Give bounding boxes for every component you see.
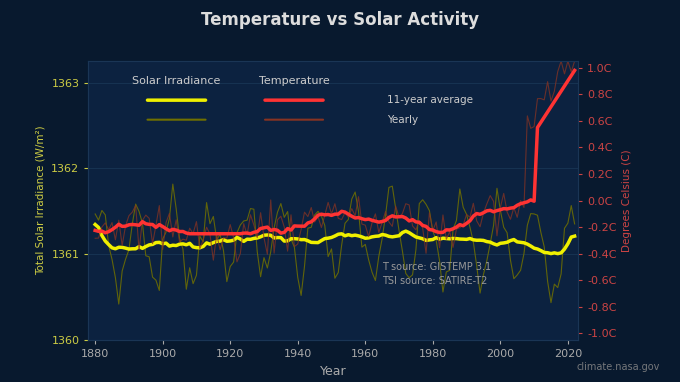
Text: Solar Irradiance: Solar Irradiance	[133, 76, 221, 86]
Text: T source: GISTEMP 3.1
TSI source: SATIRE-T2: T source: GISTEMP 3.1 TSI source: SATIRE…	[382, 262, 491, 286]
Text: Yearly: Yearly	[387, 115, 418, 125]
Y-axis label: Degrees Celsius (C): Degrees Celsius (C)	[622, 149, 632, 252]
Text: climate.nasa.gov: climate.nasa.gov	[576, 363, 660, 372]
X-axis label: Year: Year	[320, 364, 347, 377]
Y-axis label: Total Solar Irradiance (W/m²): Total Solar Irradiance (W/m²)	[35, 126, 46, 275]
Text: Temperature vs Solar Activity: Temperature vs Solar Activity	[201, 11, 479, 29]
Text: Temperature: Temperature	[258, 76, 329, 86]
Text: 11-year average: 11-year average	[387, 95, 473, 105]
